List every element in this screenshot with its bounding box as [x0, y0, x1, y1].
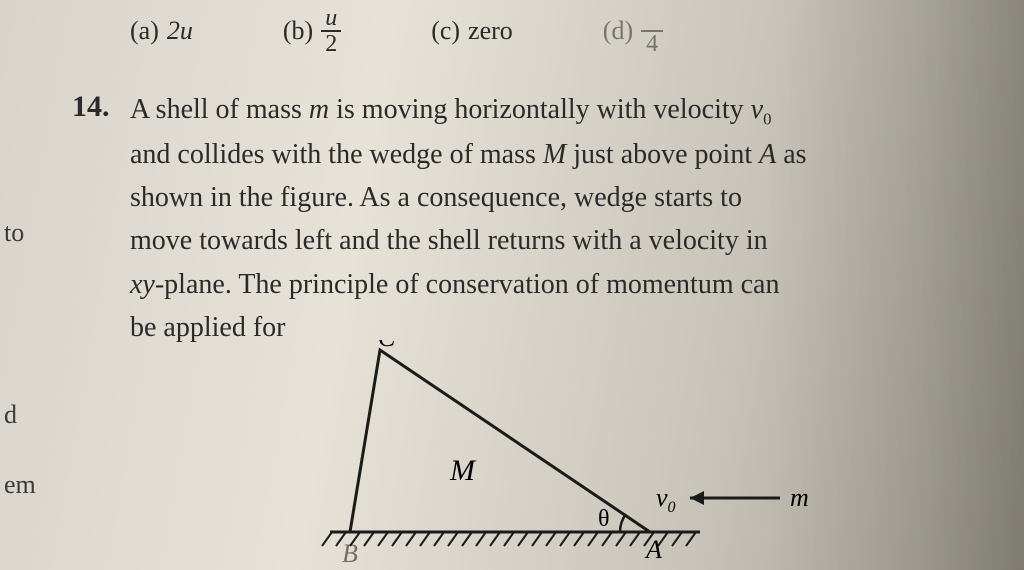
question-number: 14.: [72, 90, 110, 124]
q-l5-post: -plane. The principle of conservation of…: [155, 269, 780, 300]
angle-arc: [620, 514, 626, 532]
label-A: A: [644, 535, 662, 564]
option-d-label: (d): [603, 16, 633, 46]
wedge-figure: C M θ v0 m A B: [320, 340, 840, 570]
q-line-3: shown in the figure. As a consequence, w…: [130, 176, 930, 219]
margin-text-to: to: [4, 218, 24, 248]
options-row: (a) 2u (b) u 2 (c) zero (d) 4: [130, 6, 984, 56]
option-c-value: zero: [468, 16, 513, 46]
option-b-label: (b): [283, 16, 313, 46]
q-l1-v: v: [751, 94, 763, 125]
q-line-5: xy-plane. The principle of conservation …: [130, 263, 930, 306]
q-l2-A: A: [759, 139, 776, 170]
wedge-svg: C M θ v0 m A B: [320, 340, 840, 570]
label-B: B: [342, 539, 358, 568]
wedge-triangle: [350, 350, 650, 532]
q-line-4: move towards left and the shell returns …: [130, 219, 930, 262]
option-b-fraction: u 2: [321, 6, 341, 56]
q-l5-xy: xy: [130, 269, 155, 300]
option-d-den: 4: [642, 32, 662, 56]
ground-hatching: [322, 532, 700, 546]
q-l2-post: as: [776, 139, 806, 170]
margin-text-d: d: [4, 400, 17, 430]
option-b-num: u: [321, 6, 341, 32]
option-a-label: (a): [130, 16, 159, 46]
q-l1-post: is moving horizontally with velocity: [329, 94, 751, 125]
label-M: M: [449, 454, 477, 487]
q-l2-M: M: [543, 139, 566, 170]
q-line-1: A shell of mass m is moving horizontally…: [130, 88, 930, 133]
option-c-label: (c): [431, 16, 460, 46]
q-line-2: and collides with the wedge of mass M ju…: [130, 133, 930, 176]
option-d-fraction: 4: [641, 6, 663, 56]
velocity-arrow: [690, 491, 780, 505]
q-l2-mid: just above point: [566, 139, 759, 170]
option-a: (a) 2u: [130, 6, 193, 56]
option-b-den: 2: [321, 32, 341, 56]
margin-text-em: em: [4, 470, 36, 500]
option-d: (d) 4: [603, 6, 663, 56]
q-l1-pre: A shell of mass: [130, 94, 309, 125]
option-c: (c) zero: [431, 6, 513, 56]
q-l1-vsub: 0: [763, 110, 771, 129]
option-b: (b) u 2: [283, 6, 341, 56]
page: (a) 2u (b) u 2 (c) zero (d) 4 14. A shel…: [0, 0, 1024, 570]
label-theta: θ: [598, 506, 610, 532]
question-body: A shell of mass m is moving horizontally…: [130, 88, 930, 350]
label-m: m: [790, 483, 809, 512]
label-v0: v0: [656, 483, 676, 516]
option-a-value: 2u: [167, 16, 193, 46]
q-l2-pre: and collides with the wedge of mass: [130, 139, 543, 170]
label-C: C: [378, 340, 396, 352]
q-l1-m: m: [309, 94, 329, 125]
option-d-num: [641, 6, 663, 32]
